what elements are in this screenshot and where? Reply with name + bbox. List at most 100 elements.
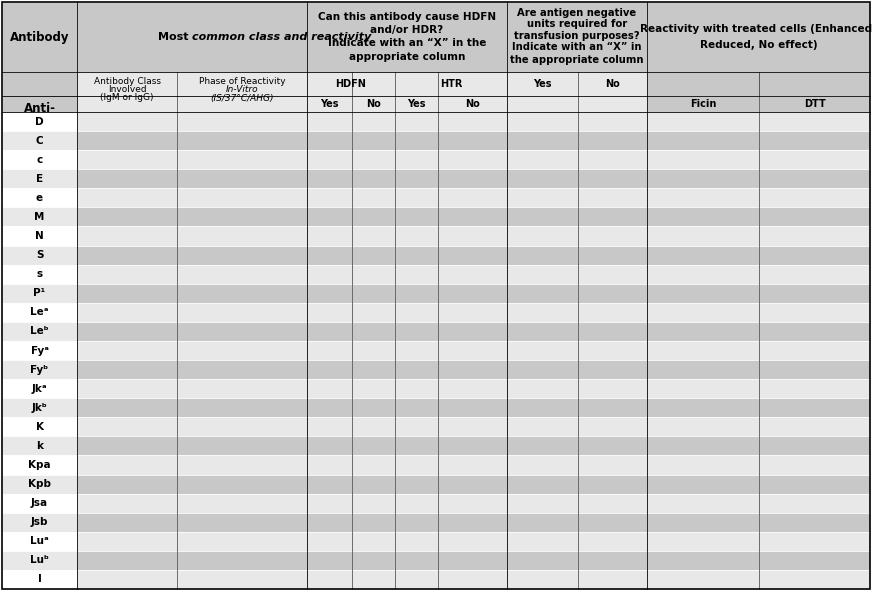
Bar [507,551,578,570]
Bar [507,131,578,150]
Text: K: K [36,422,44,432]
Bar [307,379,352,398]
Bar [177,436,307,456]
Bar [647,360,759,379]
Bar [2,436,77,456]
Bar [2,112,77,131]
Text: I: I [37,574,42,584]
Bar [352,169,395,189]
Bar [2,226,77,245]
Text: HTR: HTR [439,79,462,89]
Text: C: C [36,135,44,145]
Bar [438,570,507,589]
Bar [578,226,647,245]
Text: (IS/37°C/AHG): (IS/37°C/AHG) [210,93,274,102]
Bar [438,456,507,475]
Bar [307,398,352,417]
Bar [507,96,578,112]
Bar [647,169,759,189]
Bar [2,303,77,322]
Bar [507,436,578,456]
Bar [307,493,352,512]
Text: N: N [35,231,44,241]
Bar [647,150,759,169]
Bar [438,341,507,360]
Bar [395,226,438,245]
Text: Jkᵇ: Jkᵇ [31,402,47,413]
Bar [177,284,307,303]
Bar [759,189,870,207]
Bar [438,322,507,341]
Bar [395,417,438,436]
Bar [507,112,578,131]
Bar [578,456,647,475]
Bar [395,570,438,589]
Bar [759,417,870,436]
Bar [77,322,177,341]
Text: Involved: Involved [107,86,146,95]
Bar [177,112,307,131]
Bar [2,398,77,417]
Bar [77,436,177,456]
Bar [77,475,177,493]
Text: (IgM or IgG): (IgM or IgG) [100,93,153,102]
Bar [578,303,647,322]
Bar [395,341,438,360]
Bar [307,475,352,493]
Text: Anti-: Anti- [24,102,56,115]
Bar [177,493,307,512]
Bar [352,475,395,493]
Bar [578,379,647,398]
Text: D: D [35,116,44,126]
Text: S: S [36,250,44,260]
Bar [438,207,507,226]
Bar [507,570,578,589]
Text: Luᵇ: Luᵇ [30,556,49,566]
Text: Luᵃ: Luᵃ [31,536,49,546]
Text: E: E [36,174,43,184]
Bar [352,493,395,512]
Bar [759,226,870,245]
Bar [395,207,438,226]
Bar [647,436,759,456]
Bar [177,512,307,532]
Bar [578,284,647,303]
Bar [307,417,352,436]
Bar [438,475,507,493]
Bar [307,284,352,303]
Bar [77,417,177,436]
Bar [2,456,77,475]
Bar [395,72,507,96]
Text: Yes: Yes [320,99,338,109]
Bar [2,72,77,112]
Text: Reduced, No effect): Reduced, No effect) [699,40,817,50]
Text: transfusion purposes?: transfusion purposes? [514,31,640,41]
Text: Jsa: Jsa [31,498,48,508]
Bar [647,475,759,493]
Bar [395,456,438,475]
Text: Phase of Reactivity: Phase of Reactivity [199,77,285,86]
Bar [438,551,507,570]
Bar [647,551,759,570]
Text: Antibody: Antibody [10,31,69,44]
Bar [507,150,578,169]
Bar [395,532,438,551]
Bar [759,456,870,475]
Bar [578,322,647,341]
Bar [759,551,870,570]
Bar [2,341,77,360]
Text: and/or HDR?: and/or HDR? [371,25,444,35]
Bar [507,226,578,245]
Bar [395,245,438,265]
Text: common class and reactivity: common class and reactivity [192,32,371,42]
Bar [77,379,177,398]
Bar [77,512,177,532]
Text: HDFN: HDFN [336,79,366,89]
Bar [2,551,77,570]
Bar [307,322,352,341]
Bar [352,284,395,303]
Bar [578,341,647,360]
Bar [307,303,352,322]
Bar [759,284,870,303]
Bar [77,150,177,169]
